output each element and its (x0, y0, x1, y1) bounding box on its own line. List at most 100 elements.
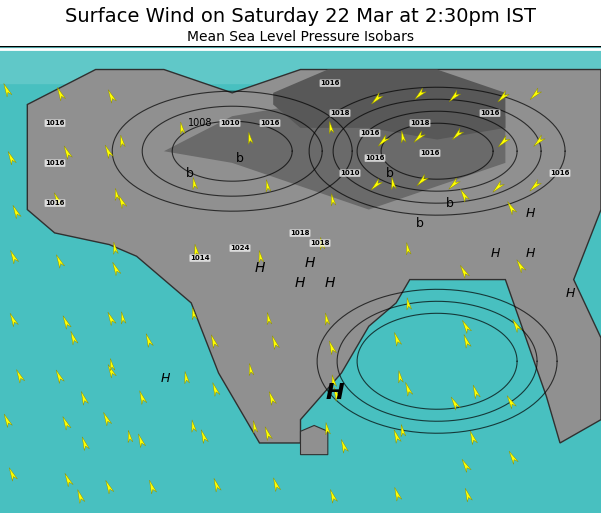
Polygon shape (371, 92, 383, 104)
Polygon shape (54, 193, 63, 206)
Text: H: H (295, 276, 305, 290)
Polygon shape (329, 122, 334, 134)
Polygon shape (106, 480, 114, 494)
Polygon shape (110, 359, 115, 371)
Text: 1018: 1018 (290, 230, 310, 236)
Polygon shape (192, 307, 197, 320)
Polygon shape (65, 473, 73, 487)
Polygon shape (195, 244, 200, 256)
Polygon shape (248, 132, 253, 145)
Polygon shape (213, 383, 220, 397)
Text: 1016: 1016 (420, 150, 440, 156)
Polygon shape (498, 90, 509, 102)
Text: H: H (255, 261, 265, 275)
Polygon shape (371, 179, 382, 190)
Polygon shape (8, 151, 16, 165)
Polygon shape (378, 135, 389, 146)
Polygon shape (406, 382, 413, 396)
Polygon shape (108, 312, 116, 326)
Text: 1016: 1016 (45, 160, 65, 166)
Polygon shape (449, 90, 461, 102)
Polygon shape (460, 265, 469, 279)
Polygon shape (27, 69, 601, 443)
Polygon shape (105, 145, 114, 159)
Polygon shape (273, 478, 281, 491)
Polygon shape (534, 135, 545, 147)
Polygon shape (253, 421, 258, 433)
Text: b: b (446, 196, 454, 210)
Polygon shape (10, 250, 19, 264)
Text: b: b (236, 152, 244, 165)
Polygon shape (192, 420, 197, 432)
Polygon shape (530, 88, 542, 100)
Polygon shape (300, 425, 328, 455)
Text: 1024: 1024 (230, 245, 250, 251)
Polygon shape (81, 391, 88, 405)
Text: 1016: 1016 (551, 170, 570, 176)
Text: 1018: 1018 (410, 120, 430, 126)
Polygon shape (10, 313, 19, 327)
Polygon shape (108, 365, 116, 378)
Polygon shape (212, 334, 219, 348)
Polygon shape (406, 243, 411, 255)
Polygon shape (509, 451, 518, 464)
Polygon shape (128, 430, 133, 443)
Polygon shape (449, 178, 460, 189)
Polygon shape (265, 427, 272, 441)
Text: H: H (525, 247, 535, 260)
Polygon shape (398, 371, 403, 383)
Text: 1016: 1016 (45, 200, 65, 206)
Polygon shape (78, 489, 85, 503)
Polygon shape (394, 429, 401, 443)
Text: H: H (525, 207, 535, 220)
Polygon shape (138, 434, 145, 448)
Polygon shape (266, 180, 271, 192)
Polygon shape (56, 370, 64, 384)
Polygon shape (394, 332, 401, 346)
Polygon shape (273, 69, 505, 140)
Text: 1016: 1016 (365, 155, 385, 161)
Text: b: b (186, 167, 194, 180)
Text: b: b (416, 216, 424, 230)
Polygon shape (13, 205, 21, 219)
Polygon shape (493, 181, 504, 192)
Polygon shape (16, 369, 25, 383)
Polygon shape (164, 105, 505, 209)
Polygon shape (185, 371, 189, 384)
Text: 1018: 1018 (331, 110, 350, 116)
Polygon shape (108, 90, 117, 103)
Text: H: H (305, 256, 315, 270)
Text: H: H (326, 383, 344, 403)
Polygon shape (498, 135, 510, 147)
Polygon shape (139, 391, 147, 405)
Text: 1016: 1016 (480, 110, 499, 116)
Polygon shape (414, 131, 426, 143)
Polygon shape (462, 459, 471, 472)
Text: Surface Wind on Saturday 22 Mar at 2:30pm IST: Surface Wind on Saturday 22 Mar at 2:30p… (65, 7, 536, 26)
Polygon shape (272, 336, 279, 349)
Polygon shape (325, 313, 330, 325)
Polygon shape (150, 480, 157, 494)
Polygon shape (146, 333, 153, 347)
Polygon shape (415, 88, 426, 100)
Polygon shape (331, 489, 338, 503)
Text: 1016: 1016 (361, 130, 380, 136)
Polygon shape (329, 341, 337, 354)
Polygon shape (120, 135, 125, 147)
Polygon shape (530, 180, 542, 191)
Polygon shape (460, 189, 469, 202)
Polygon shape (9, 468, 17, 481)
Polygon shape (513, 319, 522, 332)
Polygon shape (114, 242, 118, 254)
Polygon shape (118, 195, 127, 209)
Polygon shape (64, 146, 72, 160)
Polygon shape (71, 331, 78, 345)
Polygon shape (462, 320, 472, 333)
Text: 1014: 1014 (190, 255, 210, 261)
Polygon shape (451, 397, 460, 410)
Text: H: H (325, 276, 335, 290)
Polygon shape (320, 238, 325, 250)
Polygon shape (395, 487, 402, 501)
Polygon shape (4, 414, 13, 427)
Text: H: H (490, 247, 499, 260)
